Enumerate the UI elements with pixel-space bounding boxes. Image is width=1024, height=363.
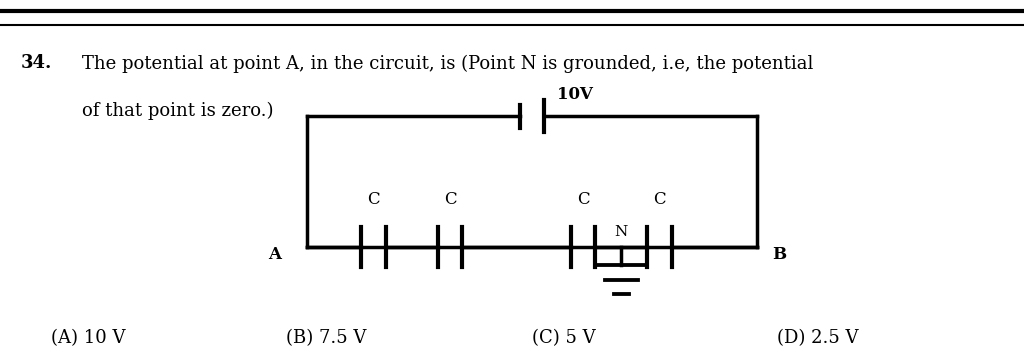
Text: C: C <box>577 191 589 208</box>
Text: C: C <box>653 191 666 208</box>
Text: 34.: 34. <box>20 54 52 73</box>
Text: 10V: 10V <box>557 86 593 103</box>
Text: (C) 5 V: (C) 5 V <box>531 329 595 347</box>
Text: B: B <box>772 246 786 262</box>
Text: A: A <box>268 246 282 262</box>
Text: N: N <box>614 225 628 239</box>
Text: (B) 7.5 V: (B) 7.5 V <box>287 329 367 347</box>
Text: C: C <box>367 191 380 208</box>
Text: (D) 2.5 V: (D) 2.5 V <box>777 329 859 347</box>
Text: C: C <box>443 191 457 208</box>
Text: (A) 10 V: (A) 10 V <box>51 329 126 347</box>
Text: The potential at point A, in the circuit, is (Point N is grounded, i.e, the pote: The potential at point A, in the circuit… <box>82 54 813 73</box>
Text: of that point is zero.): of that point is zero.) <box>82 102 273 120</box>
